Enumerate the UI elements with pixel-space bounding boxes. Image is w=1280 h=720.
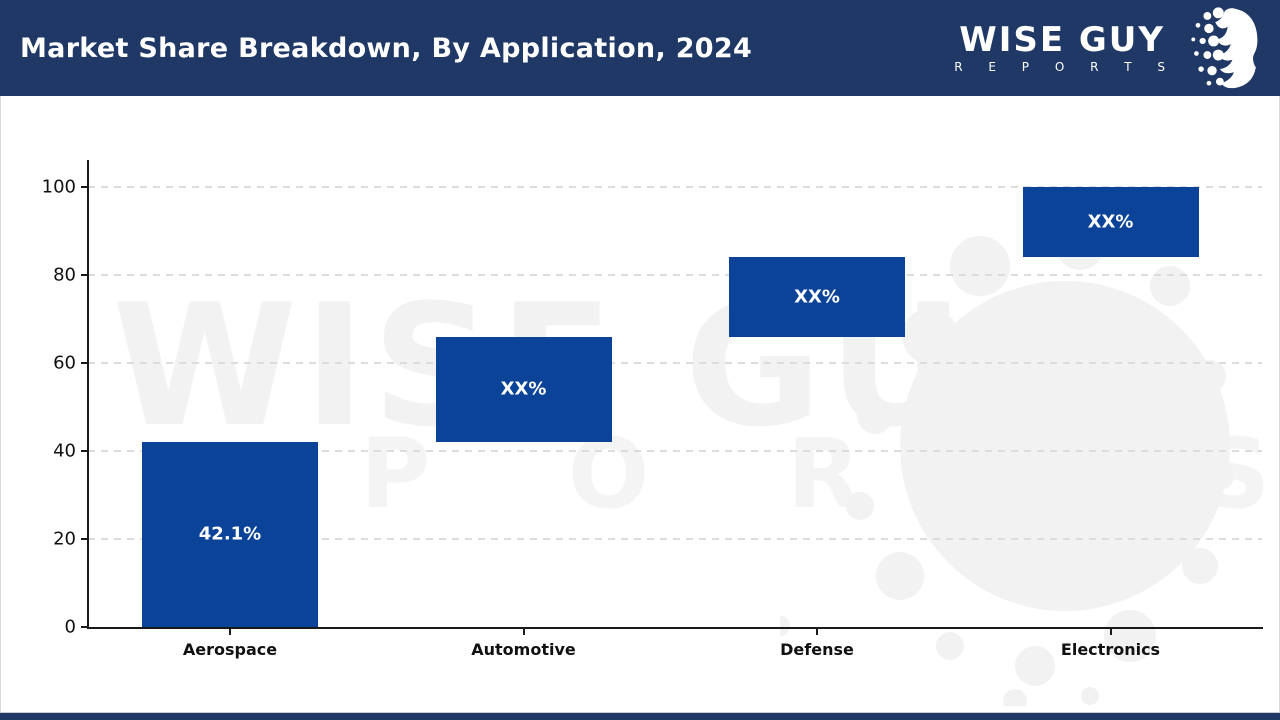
bar-automotive (435, 336, 612, 442)
bar-defense (729, 257, 905, 337)
bar-value-label: XX% (1087, 211, 1134, 233)
logo-head-icon (1191, 7, 1258, 89)
gridline (88, 274, 1262, 276)
y-tick-label: 80 (53, 264, 76, 286)
y-tick-label: 40 (53, 440, 76, 462)
bar-electronics (1022, 187, 1199, 258)
bar-value-label: XX% (794, 286, 840, 308)
x-tick-mark (816, 629, 818, 635)
header-bar: Market Share Breakdown, By Application, … (0, 0, 1280, 96)
y-tick-label: 0 (64, 616, 76, 638)
x-tick-label: Aerospace (182, 640, 278, 659)
x-tick-mark (1109, 629, 1112, 635)
footer-bar (0, 712, 1280, 720)
chart-area: WISE GU P O R T S 0 20 40 60 80 100 Aerospace A… (0, 96, 1280, 713)
brand-name: WISE GUY (959, 19, 1166, 60)
bar-value-label: 42.1% (198, 523, 262, 545)
y-tick-label: 60 (53, 352, 76, 374)
y-tick-mark (81, 450, 87, 452)
x-tick-mark (522, 629, 525, 635)
y-tick-mark (81, 274, 87, 276)
x-tick-mark (229, 629, 231, 635)
bar-value-label: XX% (500, 378, 547, 400)
y-tick-mark (81, 538, 87, 540)
x-tick-label: Automotive (471, 640, 576, 659)
gridline (88, 362, 1262, 364)
y-tick-mark (81, 362, 87, 364)
brand-logo-text: WISE GUY R E P O R T S (948, 23, 1176, 74)
y-tick-mark (81, 626, 87, 628)
x-tick-label: Defense (780, 640, 854, 659)
y-axis-line (87, 160, 89, 629)
bar-aerospace (142, 441, 318, 627)
page-title: Market Share Breakdown, By Application, … (20, 32, 753, 64)
x-tick-label: Electronics (1060, 640, 1161, 659)
brand-logo: WISE GUY R E P O R T S (948, 5, 1266, 91)
y-tick-label: 20 (53, 528, 76, 550)
x-axis-line (87, 627, 1263, 629)
gridline (88, 450, 1262, 452)
y-tick-label: 100 (41, 176, 76, 198)
gridline (88, 538, 1262, 540)
brand-subtitle: R E P O R T S (954, 59, 1176, 74)
gridline (88, 186, 1262, 188)
y-tick-mark (81, 186, 87, 188)
